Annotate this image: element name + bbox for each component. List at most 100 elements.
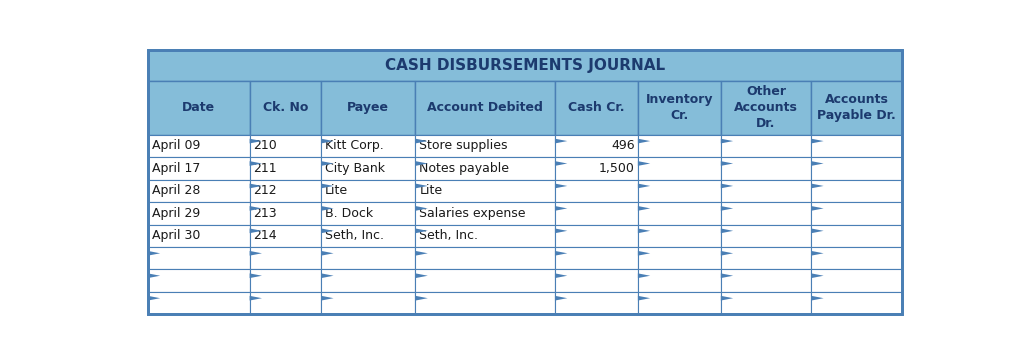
Text: Accounts
Payable Dr.: Accounts Payable Dr. [817, 93, 896, 122]
Bar [721, 225, 811, 247]
Text: 211: 211 [254, 162, 278, 175]
Polygon shape [322, 161, 334, 166]
Bar [416, 157, 555, 180]
Polygon shape [147, 296, 160, 301]
Bar [250, 247, 322, 269]
Bar [416, 269, 555, 292]
Bar [638, 292, 721, 314]
Bar [250, 135, 322, 157]
Bar [811, 292, 902, 314]
Bar [811, 135, 902, 157]
Polygon shape [416, 206, 428, 211]
Polygon shape [416, 251, 428, 256]
Text: CASH DISBURSEMENTS JOURNAL: CASH DISBURSEMENTS JOURNAL [385, 58, 665, 73]
Bar [322, 202, 416, 225]
Text: 1,500: 1,500 [599, 162, 635, 175]
Bar [638, 81, 721, 135]
Polygon shape [811, 139, 823, 143]
Polygon shape [250, 251, 262, 256]
Bar [416, 202, 555, 225]
Polygon shape [638, 229, 650, 233]
Bar [721, 135, 811, 157]
Bar [638, 247, 721, 269]
Bar [811, 247, 902, 269]
Bar [416, 135, 555, 157]
Polygon shape [416, 273, 428, 278]
Bar [147, 225, 250, 247]
Bar [555, 292, 638, 314]
Bar [811, 180, 902, 202]
Polygon shape [322, 184, 334, 188]
Polygon shape [555, 161, 567, 166]
Polygon shape [555, 184, 567, 188]
Polygon shape [147, 251, 160, 256]
Bar [322, 269, 416, 292]
Text: 496: 496 [611, 139, 635, 152]
Polygon shape [638, 184, 650, 188]
Text: Other
Accounts
Dr.: Other Accounts Dr. [734, 85, 798, 130]
Bar [638, 225, 721, 247]
Bar [250, 180, 322, 202]
Polygon shape [721, 184, 733, 188]
Bar [638, 135, 721, 157]
Polygon shape [555, 251, 567, 256]
Bar [147, 135, 250, 157]
Bar [555, 225, 638, 247]
Text: Store supplies: Store supplies [420, 139, 508, 152]
Polygon shape [555, 296, 567, 301]
Text: Seth, Inc.: Seth, Inc. [326, 229, 384, 242]
Polygon shape [416, 161, 428, 166]
Bar [416, 81, 555, 135]
Polygon shape [721, 296, 733, 301]
Polygon shape [250, 229, 262, 233]
Bar [250, 202, 322, 225]
Polygon shape [638, 273, 650, 278]
Bar [555, 247, 638, 269]
Polygon shape [250, 161, 262, 166]
Polygon shape [147, 273, 160, 278]
Bar [721, 157, 811, 180]
Text: Cash Cr.: Cash Cr. [568, 101, 625, 114]
Bar [638, 157, 721, 180]
Polygon shape [638, 161, 650, 166]
Polygon shape [250, 184, 262, 188]
Text: 213: 213 [254, 207, 278, 220]
Text: City Bank: City Bank [326, 162, 385, 175]
Bar [555, 180, 638, 202]
Polygon shape [811, 273, 823, 278]
Bar [721, 202, 811, 225]
Bar [416, 225, 555, 247]
Bar [250, 269, 322, 292]
Bar [416, 292, 555, 314]
Text: Account Debited: Account Debited [427, 101, 543, 114]
Text: Lite: Lite [326, 184, 348, 197]
Polygon shape [250, 296, 262, 301]
Text: Notes payable: Notes payable [420, 162, 510, 175]
Polygon shape [250, 273, 262, 278]
Polygon shape [721, 206, 733, 211]
Polygon shape [250, 206, 262, 211]
Polygon shape [416, 296, 428, 301]
Polygon shape [811, 184, 823, 188]
Bar [147, 180, 250, 202]
Polygon shape [811, 251, 823, 256]
Polygon shape [555, 273, 567, 278]
Bar [322, 180, 416, 202]
Polygon shape [322, 296, 334, 301]
Polygon shape [721, 139, 733, 143]
Bar [811, 81, 902, 135]
Polygon shape [811, 206, 823, 211]
Text: Payee: Payee [347, 101, 389, 114]
Polygon shape [811, 296, 823, 301]
Bar [322, 135, 416, 157]
Polygon shape [322, 229, 334, 233]
Polygon shape [721, 273, 733, 278]
Bar [416, 180, 555, 202]
Text: Kitt Corp.: Kitt Corp. [326, 139, 384, 152]
Bar [555, 135, 638, 157]
Bar [322, 225, 416, 247]
Bar [250, 292, 322, 314]
Polygon shape [721, 161, 733, 166]
Bar [721, 292, 811, 314]
Bar [721, 247, 811, 269]
